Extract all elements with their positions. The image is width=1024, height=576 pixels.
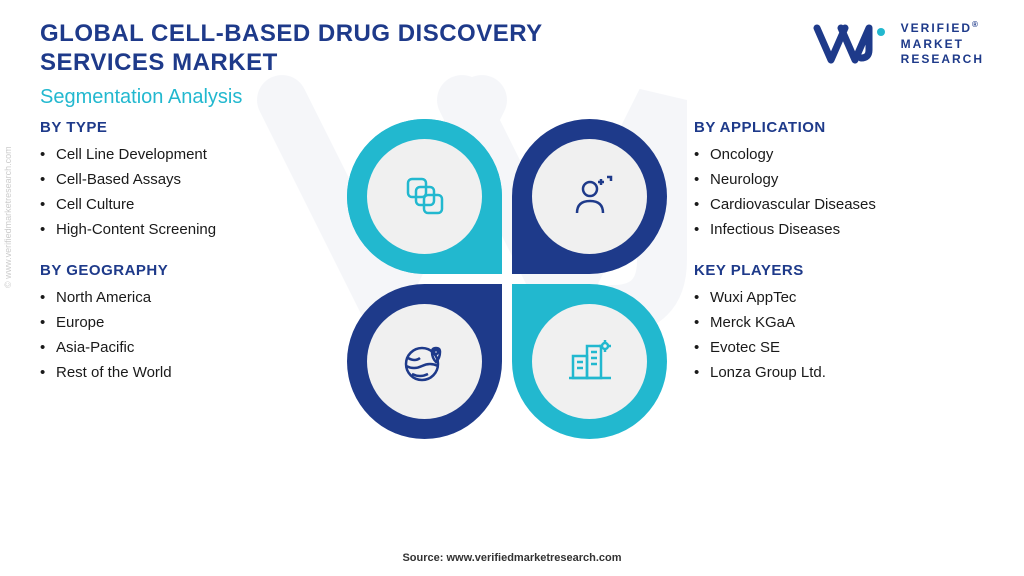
building-icon xyxy=(565,336,615,386)
list-item: Merck KGaA xyxy=(694,310,994,335)
list-item: Europe xyxy=(40,310,320,335)
list-item: High-Content Screening xyxy=(40,217,320,242)
source-label: Source: www.verifiedmarketresearch.com xyxy=(402,552,621,564)
person-icon xyxy=(565,171,615,221)
logo-line2: MARKET xyxy=(901,37,964,51)
list-item: North America xyxy=(40,285,320,310)
page-subtitle: Segmentation Analysis xyxy=(40,86,640,109)
list-item: Evotec SE xyxy=(694,335,994,360)
petal-players xyxy=(512,284,667,439)
right-column: BY APPLICATION Oncology Neurology Cardio… xyxy=(694,119,994,439)
list-item: Infectious Diseases xyxy=(694,217,994,242)
vmr-logo: VERIFIED® MARKET RESEARCH xyxy=(813,20,984,68)
page-title: GLOBAL CELL-BASED DRUG DISCOVERY SERVICE… xyxy=(40,20,640,78)
vmr-logo-text: VERIFIED® MARKET RESEARCH xyxy=(901,20,984,68)
globe-icon xyxy=(400,336,450,386)
petal-inner-tl xyxy=(367,139,482,254)
center-diagram xyxy=(320,119,694,439)
list-item: Lonza Group Ltd. xyxy=(694,360,994,385)
list-item: Oncology xyxy=(694,142,994,167)
vmr-logo-mark xyxy=(813,22,893,66)
section-title-players: KEY PLAYERS xyxy=(694,262,994,279)
petal-inner-br xyxy=(532,304,647,419)
petal-inner-bl xyxy=(367,304,482,419)
section-geography: BY GEOGRAPHY North America Europe Asia-P… xyxy=(40,262,320,385)
list-item: Wuxi AppTec xyxy=(694,285,994,310)
geography-list: North America Europe Asia-Pacific Rest o… xyxy=(40,285,320,385)
layers-icon xyxy=(400,171,450,221)
petal-geography xyxy=(347,284,502,439)
list-item: Asia-Pacific xyxy=(40,335,320,360)
list-item: Cell-Based Assays xyxy=(40,167,320,192)
list-item: Cell Line Development xyxy=(40,142,320,167)
logo-line1: VERIFIED xyxy=(901,21,972,35)
list-item: Cell Culture xyxy=(40,192,320,217)
petal-cluster xyxy=(347,119,667,439)
list-item: Rest of the World xyxy=(40,360,320,385)
section-title-application: BY APPLICATION xyxy=(694,119,994,136)
logo-line3: RESEARCH xyxy=(901,52,984,66)
content: BY TYPE Cell Line Development Cell-Based… xyxy=(0,109,1024,439)
section-type: BY TYPE Cell Line Development Cell-Based… xyxy=(40,119,320,242)
section-application: BY APPLICATION Oncology Neurology Cardio… xyxy=(694,119,994,242)
section-players: KEY PLAYERS Wuxi AppTec Merck KGaA Evote… xyxy=(694,262,994,385)
petal-application xyxy=(512,119,667,274)
list-item: Neurology xyxy=(694,167,994,192)
title-block: GLOBAL CELL-BASED DRUG DISCOVERY SERVICE… xyxy=(40,20,640,109)
players-list: Wuxi AppTec Merck KGaA Evotec SE Lonza G… xyxy=(694,285,994,385)
left-column: BY TYPE Cell Line Development Cell-Based… xyxy=(40,119,320,439)
application-list: Oncology Neurology Cardiovascular Diseas… xyxy=(694,142,994,242)
section-title-type: BY TYPE xyxy=(40,119,320,136)
petal-inner-tr xyxy=(532,139,647,254)
list-item: Cardiovascular Diseases xyxy=(694,192,994,217)
petal-type xyxy=(347,119,502,274)
header: GLOBAL CELL-BASED DRUG DISCOVERY SERVICE… xyxy=(0,0,1024,109)
section-title-geography: BY GEOGRAPHY xyxy=(40,262,320,279)
type-list: Cell Line Development Cell-Based Assays … xyxy=(40,142,320,242)
